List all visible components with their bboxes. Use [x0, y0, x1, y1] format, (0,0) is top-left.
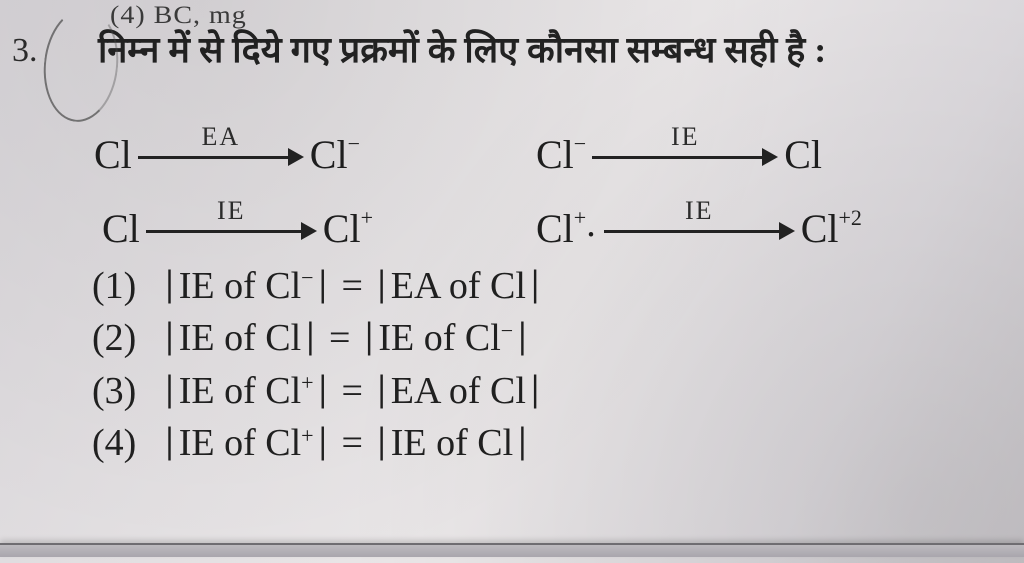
- option-lhs: IE of Cl: [179, 317, 301, 359]
- species-symbol: Cl: [323, 205, 361, 252]
- reaction-lhs: Cl: [94, 131, 132, 178]
- option-lhs-sup: +: [301, 370, 313, 395]
- species-charge: +2: [839, 207, 862, 229]
- arrow-icon: IE: [604, 196, 795, 240]
- clipped-prev-line: (4) BC, mg: [110, 2, 247, 31]
- exam-page: (4) BC, mg 3. निम्न में से दिये गए प्रक्…: [0, 0, 1024, 563]
- reaction-lhs: Cl: [102, 205, 140, 252]
- option-lhs-sup: +: [301, 423, 313, 448]
- option-4: (4) | IE of Cl+ | = | IE of Cl |: [92, 417, 992, 469]
- option-rhs: EA of Cl: [391, 370, 526, 412]
- reaction-4: Cl+ . IE Cl+2: [534, 184, 1024, 252]
- option-lhs: IE of Cl: [179, 265, 301, 307]
- species-charge: −: [574, 133, 586, 155]
- reaction-grid: Cl EA Cl− Cl− IE Cl: [94, 110, 992, 252]
- species-symbol: Cl: [102, 205, 140, 252]
- option-2: (2) | IE of Cl | = | IE of Cl− |: [92, 312, 992, 364]
- species-symbol: Cl: [94, 131, 132, 178]
- reaction-rhs: Cl: [784, 131, 822, 178]
- option-rhs: IE of Cl: [391, 422, 513, 464]
- option-number: (3): [92, 365, 154, 417]
- species-symbol: Cl: [310, 131, 348, 178]
- reaction-lhs: Cl+: [536, 205, 586, 252]
- options-list: (1) | IE of Cl− | = | EA of Cl | (2) | I…: [92, 260, 992, 470]
- reaction-lhs: Cl−: [536, 131, 586, 178]
- option-rhs: EA of Cl: [391, 265, 526, 307]
- option-number: (4): [92, 417, 154, 469]
- species-charge: +: [361, 207, 373, 229]
- reaction-rhs: Cl+: [323, 205, 373, 252]
- option-lhs-sup: −: [301, 265, 313, 290]
- species-symbol: Cl: [801, 205, 839, 252]
- species-charge: +: [574, 207, 586, 229]
- option-3: (3) | IE of Cl+ | = | EA of Cl |: [92, 365, 992, 417]
- option-number: (2): [92, 312, 154, 364]
- reaction-rhs: Cl+2: [801, 205, 862, 252]
- species-symbol: Cl: [784, 131, 822, 178]
- option-number: (1): [92, 260, 154, 312]
- species-symbol: Cl: [536, 131, 574, 178]
- question-number-wrap: 3.: [8, 18, 82, 90]
- dot-icon: .: [586, 202, 598, 252]
- arrow-icon: IE: [592, 122, 778, 166]
- option-1: (1) | IE of Cl− | = | EA of Cl |: [92, 260, 992, 312]
- arrow-icon: EA: [138, 122, 304, 166]
- question-number: 3.: [12, 32, 38, 70]
- option-lhs: IE of Cl: [179, 422, 301, 464]
- species-charge: −: [348, 133, 360, 155]
- reaction-1: Cl EA Cl−: [94, 110, 524, 178]
- reaction-2: Cl− IE Cl: [534, 110, 1024, 178]
- option-lhs: IE of Cl: [179, 370, 301, 412]
- option-rhs: IE of Cl: [378, 317, 500, 359]
- species-symbol: Cl: [536, 205, 574, 252]
- arrow-icon: IE: [146, 196, 317, 240]
- page-edge: [0, 543, 1024, 557]
- reaction-3: Cl IE Cl+: [94, 184, 524, 252]
- option-rhs-sup: −: [501, 318, 513, 343]
- reaction-rhs: Cl−: [310, 131, 360, 178]
